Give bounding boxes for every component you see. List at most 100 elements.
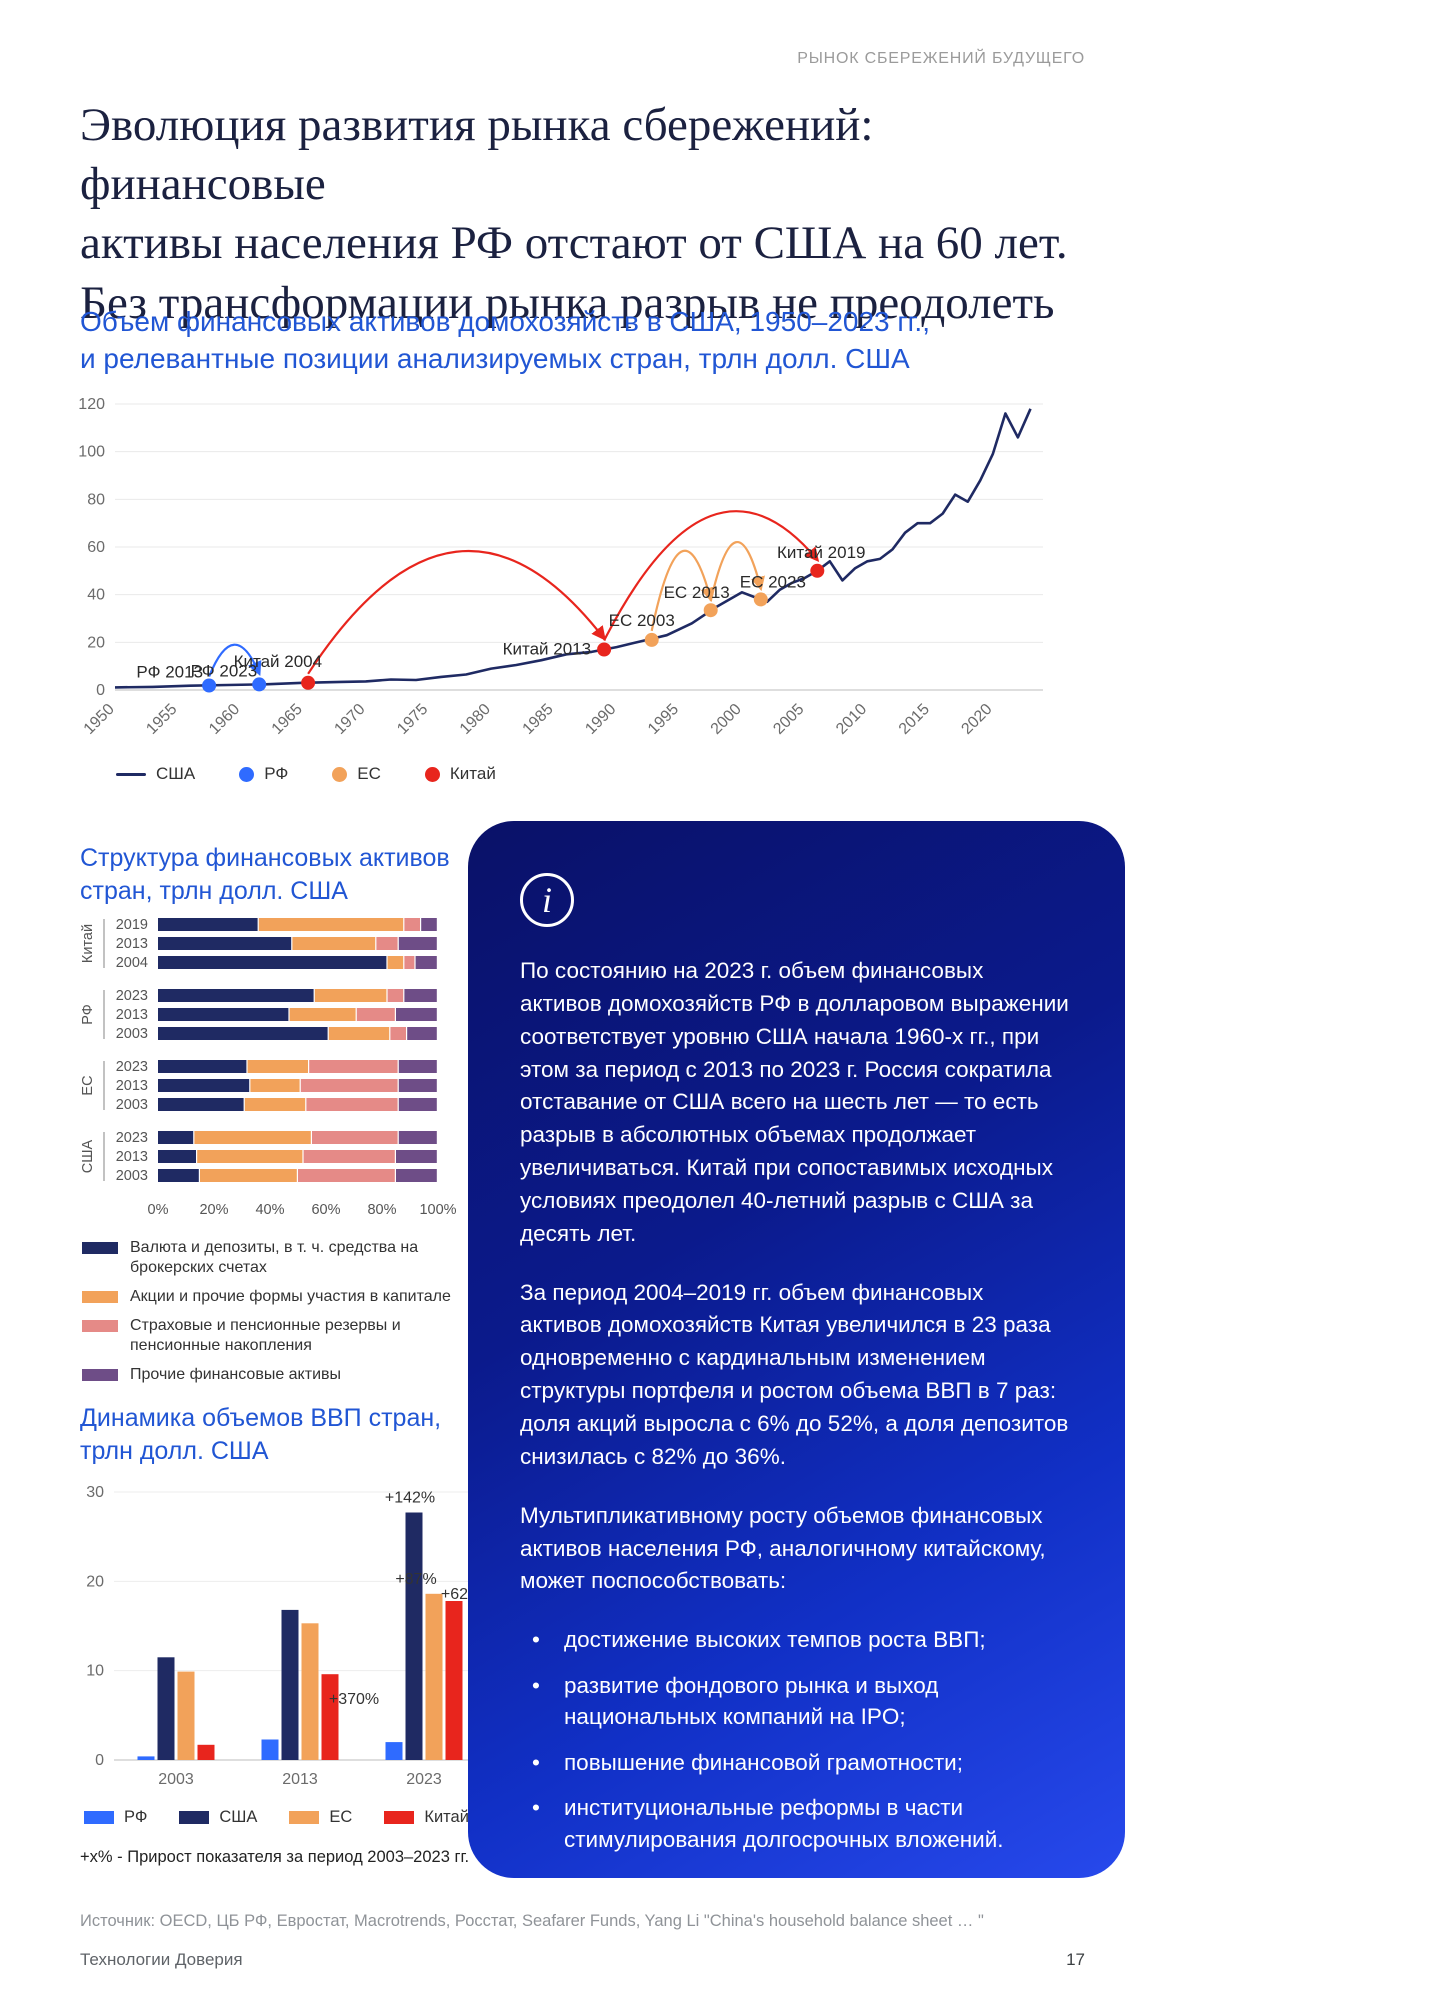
- page-title: Эволюция развития рынка сбережений: фина…: [80, 96, 1120, 333]
- legend-label: РФ: [124, 1808, 148, 1826]
- group-label: США: [80, 1139, 96, 1173]
- structure-chart-title-line: стран, трлн долл. США: [80, 876, 348, 905]
- x-tick-label: 1975: [394, 701, 431, 738]
- y-tick-label: 0: [96, 682, 105, 699]
- group-label: Китай: [80, 924, 96, 963]
- page-title-line: Без трансформации рынка разрыв не преодо…: [80, 276, 1055, 329]
- row-year-label: 2023: [116, 988, 148, 1004]
- growth-annotation: +87%: [395, 1571, 436, 1588]
- info-bullet: повышение финансовой грамотности;: [520, 1747, 1071, 1779]
- x-tick-label: 1965: [269, 701, 306, 738]
- info-bullet: достижение высоких темпов роста ВВП;: [520, 1624, 1071, 1656]
- country-marker-label: Китай 2004: [234, 652, 323, 671]
- series-swatch: [384, 1811, 415, 1824]
- country-marker-label: Китай 2019: [777, 543, 866, 562]
- x-tick-label: 1980: [457, 701, 494, 738]
- legend-label: США: [219, 1808, 258, 1826]
- gdp-bar: [321, 1674, 339, 1760]
- legend-item: США: [116, 764, 195, 784]
- stack-segment: [292, 937, 376, 950]
- info-bullet: институциональные реформы в части стимул…: [520, 1792, 1071, 1855]
- assets-structure-chart: 2019 2013 2004 Китай 2023 2013 2003 РФ 2023 2013 2…: [80, 917, 457, 1218]
- x-tick-label: 2003: [158, 1771, 194, 1788]
- legend-label: ЕС: [357, 764, 381, 783]
- row-year-label: 2013: [116, 1007, 148, 1023]
- series-swatch: [289, 1811, 320, 1824]
- stack-segment: [158, 989, 314, 1002]
- y-tick-label: 80: [87, 491, 105, 508]
- y-tick-label: 60: [87, 539, 105, 556]
- stack-segment: [398, 1131, 437, 1144]
- row-year-label: 2004: [116, 955, 148, 971]
- country-marker-label: ЕС 2003: [609, 611, 675, 630]
- stack-segment: [407, 1027, 437, 1040]
- legend-label: Акции и прочие формы участия в капитале: [130, 1288, 451, 1305]
- legend-item: РФ: [84, 1808, 147, 1827]
- legend-item: США: [179, 1808, 257, 1827]
- legend-label: РФ: [264, 764, 289, 783]
- page-title-line: активы населения РФ отстают от США на 60…: [80, 217, 1068, 270]
- country-marker-label: РФ 2023: [191, 661, 258, 680]
- stack-segment: [398, 1098, 437, 1111]
- country-marker-label: ЕС 2023: [740, 572, 806, 591]
- info-icon-glyph: i: [541, 880, 552, 920]
- y-tick-label: 20: [86, 1573, 104, 1590]
- legend-label: Валюта и депозиты, в т. ч. средства на б…: [130, 1239, 419, 1276]
- country-marker: [202, 678, 217, 693]
- x-tick-label: 1995: [645, 701, 682, 738]
- page-number: 17: [1066, 1950, 1085, 1969]
- stack-segment: [244, 1098, 306, 1111]
- x-tick-label: 1970: [331, 701, 368, 738]
- row-year-label: 2023: [116, 1130, 148, 1146]
- legend-item: ЕС: [289, 1808, 352, 1827]
- stack-segment: [258, 918, 404, 931]
- stack-segment: [303, 1150, 395, 1163]
- us-assets-line: [114, 408, 1032, 689]
- legend-label: Страховые и пенсионные резервы и пенсион…: [130, 1317, 401, 1354]
- growth-annotation: +142%: [385, 1490, 435, 1507]
- y-tick-label: 100: [78, 444, 105, 461]
- stack-segment: [289, 1008, 356, 1021]
- stack-segment: [404, 956, 415, 969]
- row-year-label: 2003: [116, 1168, 148, 1184]
- stack-segment: [158, 937, 292, 950]
- stack-segment: [158, 1008, 289, 1021]
- series-swatch: [179, 1811, 210, 1824]
- structure-chart-legend: Валюта и депозиты, в т. ч. средства на б…: [82, 1238, 472, 1385]
- structure-chart-title-line: Структура финансовых активов: [80, 844, 450, 872]
- stack-segment: [396, 1008, 437, 1021]
- stack-segment: [328, 1027, 390, 1040]
- stack-segment: [312, 1131, 398, 1144]
- x-tick-label: 1960: [206, 701, 243, 738]
- legend-item: Китай: [424, 764, 496, 784]
- stack-segment: [158, 1150, 196, 1163]
- gdp-bar: [445, 1601, 463, 1760]
- report-series-header: РЫНОК СБЕРЕЖЕНИЙ БУДУЩЕГО: [797, 50, 1085, 67]
- stack-segment: [158, 1027, 328, 1040]
- gdp-bar: [425, 1593, 443, 1760]
- gdp-chart-title: Динамика объемов ВВП стран, трлн долл. С…: [80, 1402, 441, 1467]
- country-marker: [301, 675, 316, 690]
- stack-segment: [387, 989, 404, 1002]
- us-assets-line-chart: 0 20 40 60 80 100 120 1950 1955 1960 1965 1970 1975 1…: [78, 396, 1043, 738]
- country-marker-label: РФ 2013: [136, 662, 203, 681]
- stack-segment: [404, 989, 437, 1002]
- source-note: Источник: OECD, ЦБ РФ, Евростат, Macrotr…: [80, 1912, 984, 1930]
- gdp-bar: [157, 1657, 175, 1760]
- stack-segment: [197, 1150, 303, 1163]
- info-bullet: развитие фондового рынка и выход национа…: [520, 1670, 1071, 1733]
- stack-segment: [398, 1060, 437, 1073]
- info-panel: i По состоянию на 2023 г. объем финансов…: [468, 821, 1125, 1878]
- info-paragraph-2: За период 2004–2019 гг. объем финансовых…: [520, 1279, 1069, 1469]
- trend-arrow: [208, 643, 262, 677]
- dot-swatch: [239, 766, 255, 782]
- stack-segment: [298, 1169, 395, 1182]
- line-chart-legend: США РФ ЕС Китай: [116, 764, 496, 784]
- series-swatch: [82, 1291, 118, 1303]
- group-label: ЕС: [80, 1075, 96, 1095]
- stack-segment: [247, 1060, 308, 1073]
- gdp-chart-legend: РФ США ЕС Китай: [84, 1808, 469, 1827]
- country-marker: [810, 563, 825, 578]
- country-marker: [597, 642, 612, 657]
- row-year-label: 2019: [116, 917, 148, 933]
